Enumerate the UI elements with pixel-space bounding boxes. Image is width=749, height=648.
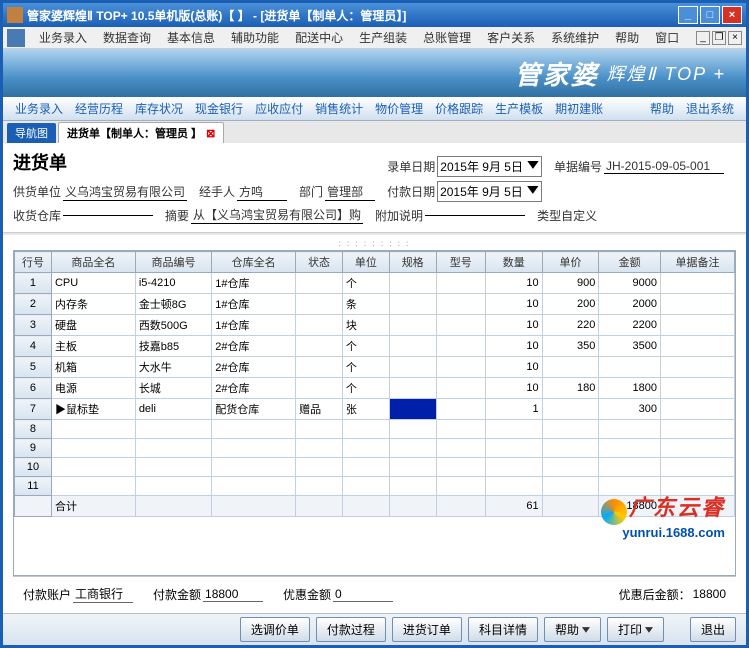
col-header[interactable]: 数量 xyxy=(485,252,542,273)
close-button[interactable]: × xyxy=(722,6,742,24)
menu-帮助[interactable]: 帮助 xyxy=(607,29,647,46)
tab-close-icon[interactable]: ⊠ xyxy=(206,128,215,140)
supplier-field[interactable]: 义乌鸿宝贸易有限公司 xyxy=(63,183,187,201)
handler-field[interactable]: 方鸣 xyxy=(237,183,287,201)
table-row[interactable]: 2内存条金士顿8G1#仓库条102002000 xyxy=(15,294,735,315)
button-打印[interactable]: 打印 xyxy=(607,617,664,642)
banner-main: 管家婆 xyxy=(515,55,599,92)
toolbar: 业务录入经营历程库存状况现金银行应收应付销售统计物价管理价格跟踪生产模板期初建账… xyxy=(3,97,746,121)
tab-purchase-order[interactable]: 进货单【制单人：管理员 】⊠ xyxy=(58,122,224,143)
menu-辅助功能[interactable]: 辅助功能 xyxy=(223,29,287,46)
button-帮助[interactable]: 帮助 xyxy=(544,617,601,642)
banner: 管家婆 辉煌Ⅱ TOP + xyxy=(3,49,746,97)
data-grid[interactable]: 行号商品全名商品编号仓库全名状态单位规格型号数量单价金额单据备注1CPUi5-4… xyxy=(13,250,736,576)
app-window: 管家婆辉煌Ⅱ TOP+ 10.5单机版(总账)【 】 - [进货单【制单人：管理… xyxy=(0,0,749,648)
col-header[interactable]: 规格 xyxy=(389,252,436,273)
col-header[interactable]: 型号 xyxy=(436,252,485,273)
toolbar-经营历程[interactable]: 经营历程 xyxy=(69,100,129,117)
col-header[interactable]: 状态 xyxy=(296,252,343,273)
maximize-button[interactable]: □ xyxy=(700,6,720,24)
content-area: 进货单 录单日期 2015年 9月 5日 单据编号 JH-2015-09-05-… xyxy=(3,143,746,613)
pay-amount-field[interactable]: 18800 xyxy=(203,587,263,602)
button-bar: 选调价单付款过程进货订单科目详情帮助打印 退出 xyxy=(3,613,746,645)
table-row[interactable]: 9 xyxy=(15,439,735,458)
tabbar: 导航图 进货单【制单人：管理员 】⊠ xyxy=(3,121,746,143)
table-row[interactable]: 3硬盘西数500G1#仓库块102202200 xyxy=(15,315,735,336)
toolbar-期初建账[interactable]: 期初建账 xyxy=(549,100,609,117)
attach-field[interactable] xyxy=(425,215,525,216)
app-icon xyxy=(7,7,23,23)
document-title: 进货单 xyxy=(13,149,67,175)
col-header[interactable]: 金额 xyxy=(599,252,661,273)
button-进货订单[interactable]: 进货订单 xyxy=(392,617,462,642)
toolbar-库存状况[interactable]: 库存状况 xyxy=(129,100,189,117)
table-row[interactable]: 7▶鼠标垫deli配货仓库赠品张1300 xyxy=(15,399,735,420)
window-title: 管家婆辉煌Ⅱ TOP+ 10.5单机版(总账)【 】 - [进货单【制单人：管理… xyxy=(27,7,678,24)
chevron-down-icon xyxy=(582,626,590,634)
footer-row: 付款账户 工商银行 付款金额 18800 优惠金额 0 优惠后金额： 18800 xyxy=(13,576,736,607)
table-row[interactable]: 6电源长城2#仓库个101801800 xyxy=(15,378,735,399)
entry-date-input[interactable]: 2015年 9月 5日 xyxy=(437,156,542,177)
button-选调价单[interactable]: 选调价单 xyxy=(240,617,310,642)
table-row[interactable]: 1CPUi5-42101#仓库个109009000 xyxy=(15,273,735,294)
toolbar-生产模板[interactable]: 生产模板 xyxy=(489,100,549,117)
chevron-down-icon xyxy=(645,626,653,634)
pay-account-field[interactable]: 工商银行 xyxy=(73,585,133,603)
chevron-down-icon xyxy=(527,186,539,198)
col-header[interactable]: 商品全名 xyxy=(51,252,135,273)
col-header[interactable]: 单位 xyxy=(342,252,389,273)
toolbar-现金银行[interactable]: 现金银行 xyxy=(189,100,249,117)
summary-field[interactable]: 从【义乌鸿宝贸易有限公司】购 xyxy=(191,206,363,224)
table-row[interactable]: 11 xyxy=(15,477,735,496)
col-header[interactable]: 商品编号 xyxy=(135,252,211,273)
chevron-down-icon xyxy=(527,161,539,173)
table-row[interactable]: 10 xyxy=(15,458,735,477)
toolbar-帮助[interactable]: 帮助 xyxy=(644,100,680,117)
button-退出[interactable]: 退出 xyxy=(690,617,736,642)
toolbar-物价管理[interactable]: 物价管理 xyxy=(369,100,429,117)
col-header[interactable]: 单据备注 xyxy=(660,252,734,273)
inner-restore[interactable]: ❐ xyxy=(712,31,726,45)
menu-数据查询[interactable]: 数据查询 xyxy=(95,29,159,46)
menu-基本信息[interactable]: 基本信息 xyxy=(159,29,223,46)
menu-窗口[interactable]: 窗口 xyxy=(647,29,687,46)
menu-总账管理[interactable]: 总账管理 xyxy=(415,29,479,46)
toolbar-销售统计[interactable]: 销售统计 xyxy=(309,100,369,117)
menu-客户关系[interactable]: 客户关系 xyxy=(479,29,543,46)
col-header[interactable]: 行号 xyxy=(15,252,52,273)
titlebar[interactable]: 管家婆辉煌Ⅱ TOP+ 10.5单机版(总账)【 】 - [进货单【制单人：管理… xyxy=(3,3,746,27)
menubar: 业务录入数据查询基本信息辅助功能配送中心生产组装总账管理客户关系系统维护帮助窗口… xyxy=(3,27,746,49)
dept-field[interactable]: 管理部 xyxy=(325,183,375,201)
table-row[interactable]: 5机箱大水牛2#仓库个10 xyxy=(15,357,735,378)
banner-sub: 辉煌Ⅱ TOP + xyxy=(607,60,726,86)
table-row[interactable]: 8 xyxy=(15,420,735,439)
menu-系统维护[interactable]: 系统维护 xyxy=(543,29,607,46)
toolbar-应收应付[interactable]: 应收应付 xyxy=(249,100,309,117)
col-header[interactable]: 仓库全名 xyxy=(212,252,296,273)
inner-minimize[interactable]: _ xyxy=(696,31,710,45)
total-row: 合计6118800 xyxy=(15,496,735,517)
button-科目详情[interactable]: 科目详情 xyxy=(468,617,538,642)
table-row[interactable]: 4主板技嘉b852#仓库个103503500 xyxy=(15,336,735,357)
doc-no-field[interactable]: JH-2015-09-05-001 xyxy=(604,159,724,174)
menu-icon xyxy=(7,29,25,47)
discount-field[interactable]: 0 xyxy=(333,587,393,602)
inner-close[interactable]: × xyxy=(728,31,742,45)
tab-nav[interactable]: 导航图 xyxy=(7,123,56,143)
menu-生产组装[interactable]: 生产组装 xyxy=(351,29,415,46)
toolbar-业务录入[interactable]: 业务录入 xyxy=(9,100,69,117)
col-header[interactable]: 单价 xyxy=(542,252,599,273)
menu-配送中心[interactable]: 配送中心 xyxy=(287,29,351,46)
warehouse-field[interactable] xyxy=(63,215,153,216)
button-付款过程[interactable]: 付款过程 xyxy=(316,617,386,642)
menu-业务录入[interactable]: 业务录入 xyxy=(31,29,95,46)
after-discount-value: 18800 xyxy=(693,587,726,601)
toolbar-价格跟踪[interactable]: 价格跟踪 xyxy=(429,100,489,117)
minimize-button[interactable]: _ xyxy=(678,6,698,24)
toolbar-退出系统[interactable]: 退出系统 xyxy=(680,100,740,117)
pay-date-input[interactable]: 2015年 9月 5日 xyxy=(437,181,542,202)
